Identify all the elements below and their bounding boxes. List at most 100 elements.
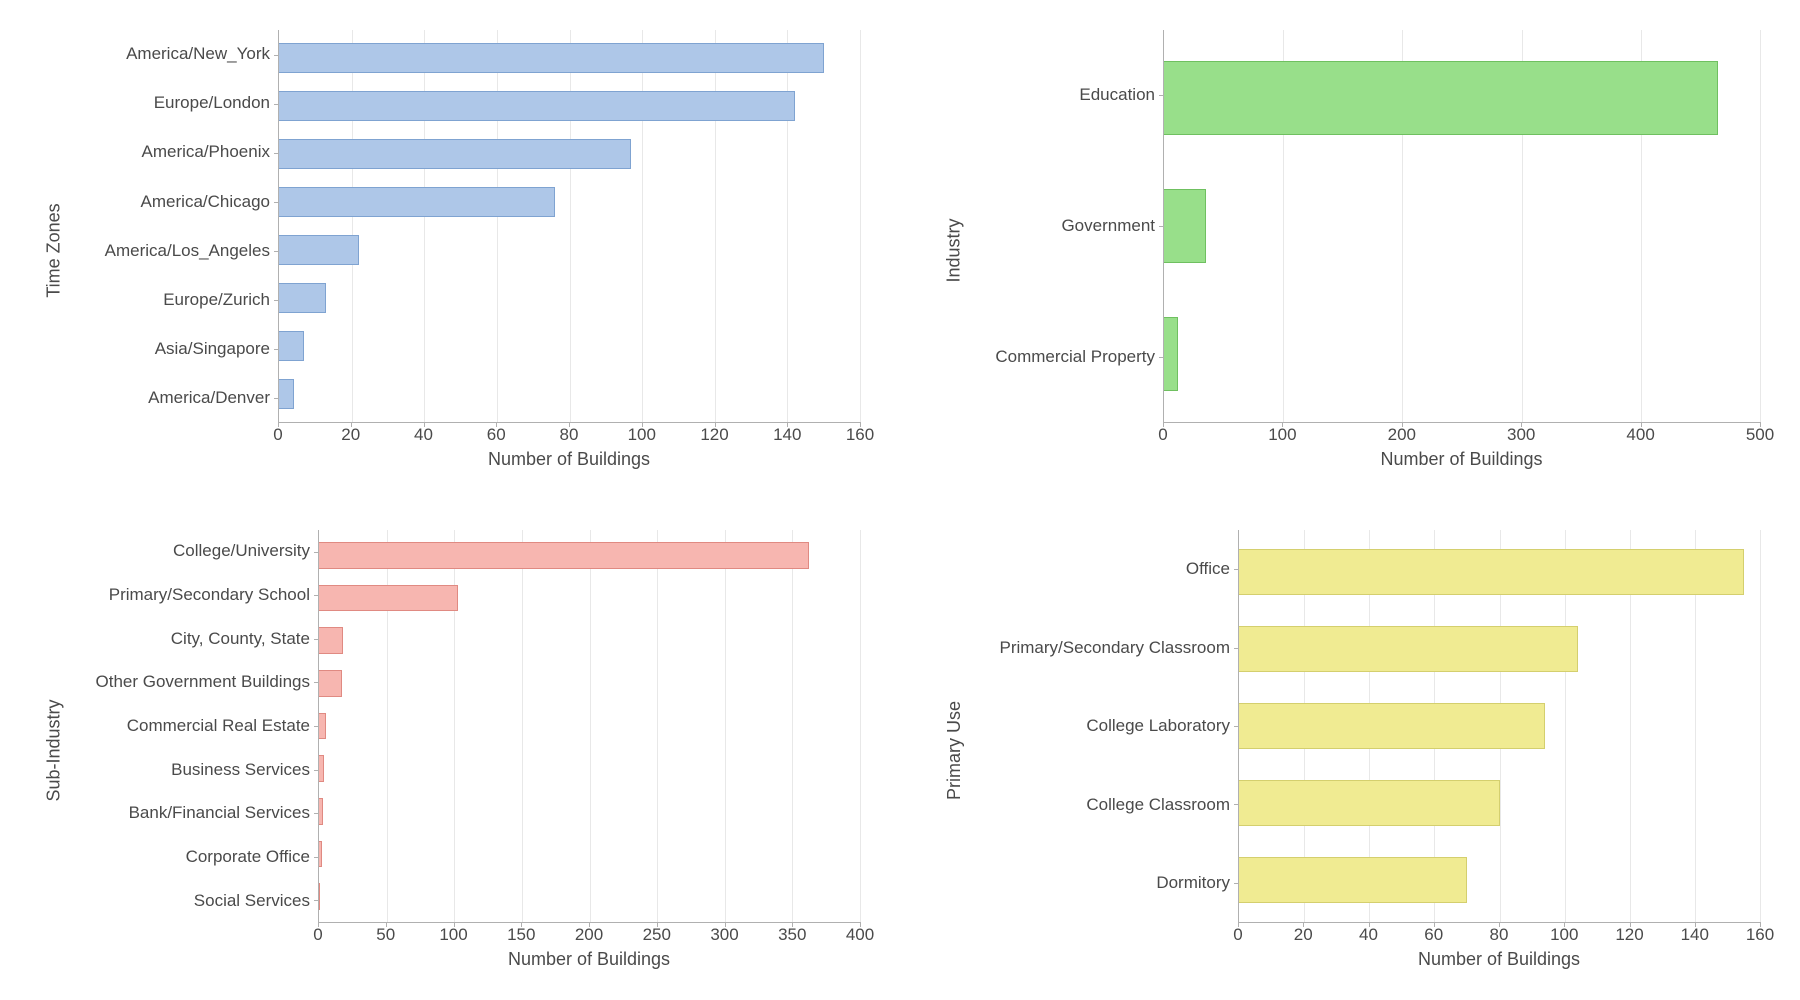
chart-industry: Industry Education Government Commercial Pr… (940, 30, 1760, 470)
x-tick-label: 250 (643, 925, 671, 945)
bar (1164, 61, 1718, 135)
bar (319, 755, 324, 781)
y-axis-label: Primary Use (944, 700, 965, 799)
x-tick-label: 160 (1746, 925, 1774, 945)
bar (279, 283, 326, 313)
x-tick-label: 400 (846, 925, 874, 945)
category-label: Social Services (68, 892, 310, 911)
x-tick-label: 0 (273, 425, 282, 445)
x-tick-label: 80 (1490, 925, 1509, 945)
x-axis: 050100150200250300350400 (318, 923, 860, 947)
x-tick-label: 60 (1424, 925, 1443, 945)
category-labels: College/University Primary/Secondary Scho… (68, 530, 318, 923)
plot-area (1163, 30, 1760, 423)
x-tick-label: 0 (1158, 425, 1167, 445)
bar (1164, 189, 1206, 263)
x-tick-label: 350 (778, 925, 806, 945)
bar (319, 883, 320, 909)
category-label: America/Chicago (68, 193, 270, 212)
bar (1239, 857, 1467, 903)
y-axis-label: Sub-Industry (44, 699, 65, 801)
category-label: Office (968, 560, 1230, 579)
bar (279, 379, 294, 409)
bar (319, 627, 343, 653)
x-tick-label: 120 (1615, 925, 1643, 945)
x-tick-label: 100 (439, 925, 467, 945)
category-labels: America/New_York Europe/London America/Pho… (68, 30, 278, 423)
bar (319, 798, 323, 824)
x-axis-label: Number of Buildings (1163, 447, 1760, 470)
category-label: America/New_York (68, 45, 270, 64)
x-tick-label: 100 (1268, 425, 1296, 445)
plot-area (1238, 530, 1760, 923)
x-axis-label: Number of Buildings (318, 947, 860, 970)
x-axis-label: Number of Buildings (278, 447, 860, 470)
bar (279, 235, 359, 265)
x-tick-label: 400 (1626, 425, 1654, 445)
y-axis-label: Industry (944, 218, 965, 282)
category-label: Europe/Zurich (68, 291, 270, 310)
bar (319, 841, 322, 867)
x-tick-label: 140 (1681, 925, 1709, 945)
category-label: America/Los_Angeles (68, 242, 270, 261)
bar (279, 331, 304, 361)
category-label: College Classroom (968, 796, 1230, 815)
plot-area (278, 30, 860, 423)
category-label: Bank/Financial Services (68, 804, 310, 823)
x-axis: 020406080100120140160 (1238, 923, 1760, 947)
category-label: Business Services (68, 761, 310, 780)
bar (1239, 549, 1744, 595)
y-axis-label: Time Zones (44, 203, 65, 297)
chart-primaryuse: Primary Use Office Primary/Secondary Class… (940, 530, 1760, 970)
category-label: Education (968, 86, 1155, 105)
category-label: City, County, State (68, 630, 310, 649)
category-label: America/Phoenix (68, 143, 270, 162)
category-label: Commercial Real Estate (68, 717, 310, 736)
plot-area (318, 530, 860, 923)
bar (319, 670, 342, 696)
x-tick-label: 160 (846, 425, 874, 445)
x-tick-label: 300 (1507, 425, 1535, 445)
category-label: America/Denver (68, 389, 270, 408)
bar (279, 139, 631, 169)
bar (319, 542, 809, 568)
x-tick-label: 50 (376, 925, 395, 945)
x-tick-label: 60 (487, 425, 506, 445)
category-label: College Laboratory (968, 717, 1230, 736)
category-labels: Office Primary/Secondary Classroom College… (968, 530, 1238, 923)
category-label: Government (968, 217, 1155, 236)
category-label: College/University (68, 542, 310, 561)
bar (1239, 780, 1500, 826)
bar (279, 187, 555, 217)
bar (1239, 626, 1578, 672)
category-label: Corporate Office (68, 848, 310, 867)
x-tick-label: 100 (628, 425, 656, 445)
x-tick-label: 0 (313, 925, 322, 945)
x-axis-label: Number of Buildings (1238, 947, 1760, 970)
bar (279, 91, 795, 121)
x-tick-label: 80 (560, 425, 579, 445)
bar (279, 43, 824, 73)
category-label: Dormitory (968, 874, 1230, 893)
category-label: Europe/London (68, 94, 270, 113)
x-axis: 020406080100120140160 (278, 423, 860, 447)
x-tick-label: 300 (710, 925, 738, 945)
category-label: Commercial Property (968, 348, 1155, 367)
x-tick-label: 140 (773, 425, 801, 445)
category-labels: Education Government Commercial Property (968, 30, 1163, 423)
x-tick-label: 20 (341, 425, 360, 445)
x-tick-label: 120 (700, 425, 728, 445)
bar (1164, 317, 1178, 391)
x-tick-label: 500 (1746, 425, 1774, 445)
x-tick-label: 20 (1294, 925, 1313, 945)
x-axis: 0100200300400500 (1163, 423, 1760, 447)
x-tick-label: 150 (507, 925, 535, 945)
x-tick-label: 40 (414, 425, 433, 445)
bar (1239, 703, 1545, 749)
chart-subindustry: Sub-Industry College/University Primary/Se… (40, 530, 860, 970)
category-label: Primary/Secondary Classroom (968, 639, 1230, 658)
x-tick-label: 200 (575, 925, 603, 945)
category-label: Primary/Secondary School (68, 586, 310, 605)
category-label: Asia/Singapore (68, 340, 270, 359)
x-tick-label: 100 (1550, 925, 1578, 945)
